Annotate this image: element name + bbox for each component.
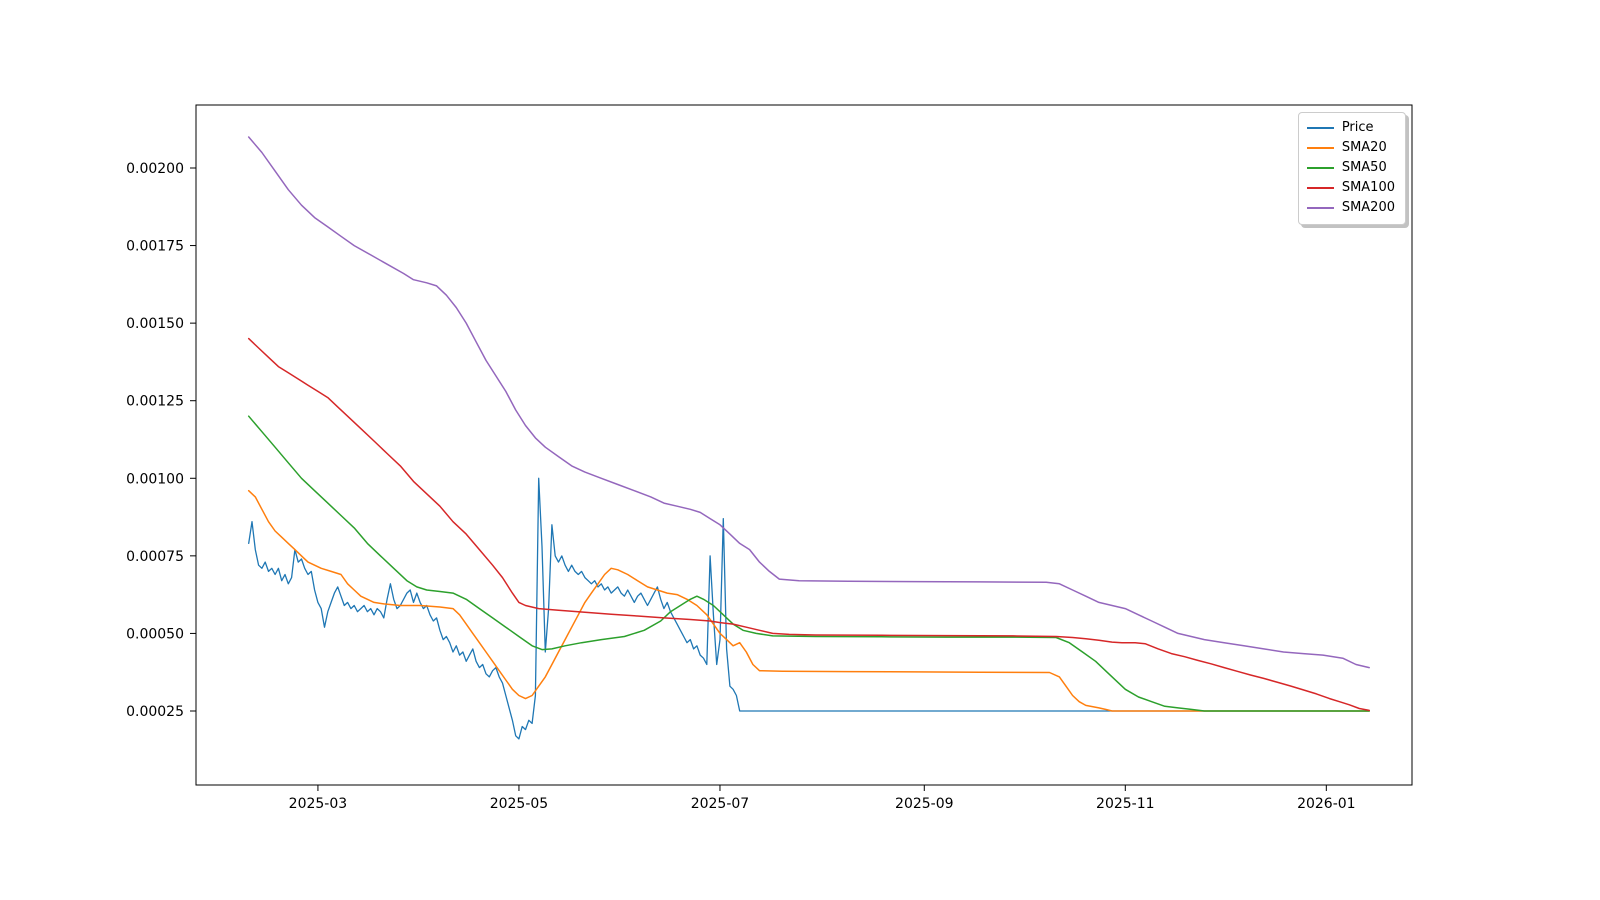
y-tick-label: 0.00175	[126, 239, 184, 255]
y-tick-label: 0.00125	[126, 394, 184, 410]
y-tick-label: 0.00100	[126, 471, 184, 487]
x-tick-label: 2025-09	[895, 796, 954, 812]
legend-label-sma200: SMA200	[1341, 200, 1395, 215]
legend-item-price: Price	[1306, 118, 1395, 138]
legend-item-sma50: SMA50	[1306, 158, 1395, 178]
legend-label-sma20: SMA20	[1341, 140, 1387, 155]
legend-item-sma100: SMA100	[1306, 178, 1395, 198]
legend-line-swatch-sma20	[1306, 147, 1334, 149]
y-tick-label: 0.00200	[126, 161, 184, 177]
series-line-sma50	[247, 415, 1370, 712]
series-line-sma200	[247, 136, 1370, 669]
x-tick-label: 2025-05	[490, 796, 549, 812]
axes-frame	[195, 104, 1413, 786]
y-tick-label: 0.00050	[126, 626, 184, 642]
series-line-price	[248, 477, 1370, 740]
x-tick-label: 2025-03	[289, 796, 348, 812]
legend-line-swatch-sma200	[1306, 207, 1334, 209]
legend-label-sma100: SMA100	[1341, 180, 1395, 195]
y-tick-label: 0.00075	[126, 549, 184, 565]
legend[interactable]: Price SMA20 SMA50 SMA100 SMA200	[1297, 112, 1406, 225]
y-tick-label: 0.00150	[126, 316, 184, 332]
legend-line-swatch-sma100	[1306, 187, 1334, 189]
series-line-sma100	[247, 337, 1370, 712]
legend-label-price: Price	[1341, 120, 1374, 135]
x-tick-label: 2025-11	[1096, 796, 1155, 812]
legend-line-swatch-sma50	[1306, 167, 1334, 169]
series-line-sma20	[247, 489, 1370, 712]
y-tick-label: 0.00025	[126, 704, 184, 720]
legend-label-sma50: SMA50	[1341, 160, 1387, 175]
x-tick-label: 2026-01	[1297, 796, 1356, 812]
legend-line-swatch-price	[1306, 127, 1334, 129]
x-tick-label: 2025-07	[691, 796, 750, 812]
legend-item-sma200: SMA200	[1306, 198, 1395, 218]
legend-item-sma20: SMA20	[1306, 138, 1395, 158]
